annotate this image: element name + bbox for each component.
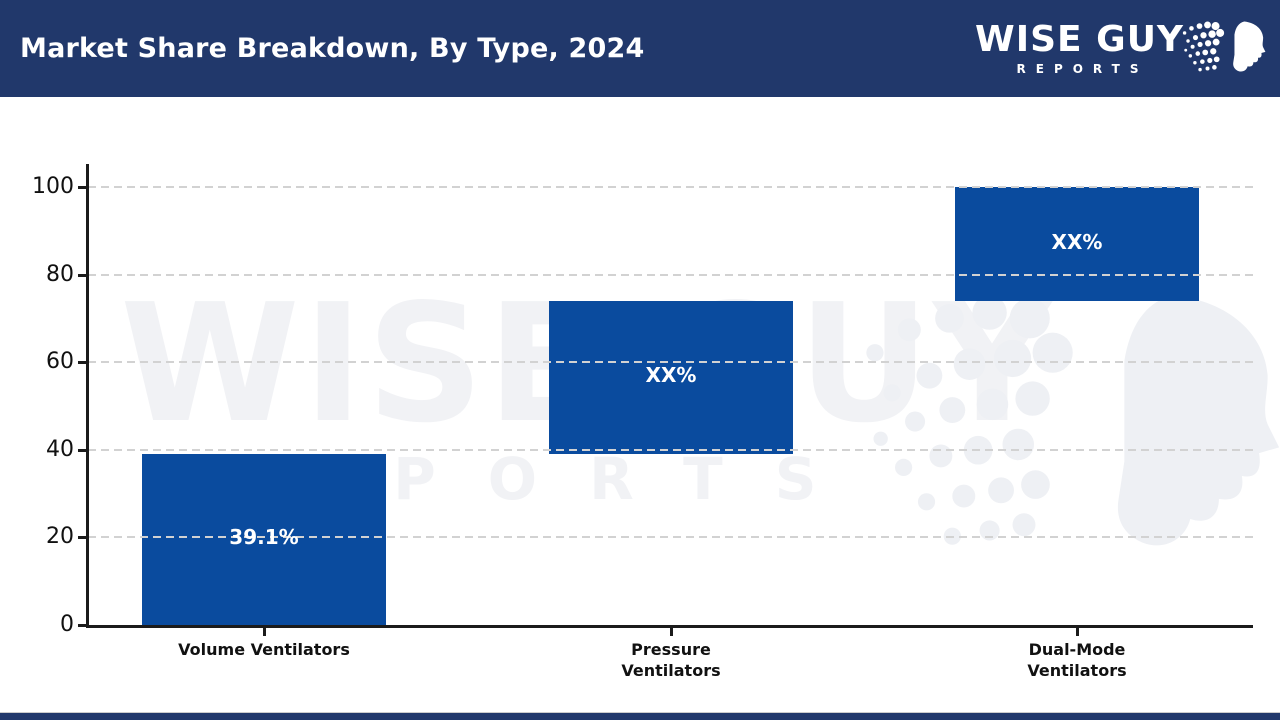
x-category-label: Dual-Mode Ventilators bbox=[917, 639, 1237, 681]
x-category-label-line: Ventilators bbox=[1027, 661, 1127, 680]
bar-value-label: 39.1% bbox=[229, 525, 299, 550]
bar-value-label: XX% bbox=[645, 363, 697, 388]
x-tick-mark bbox=[1075, 628, 1079, 636]
footer-band bbox=[0, 713, 1280, 720]
x-tick-mark bbox=[669, 628, 673, 636]
y-tick-mark bbox=[78, 361, 88, 365]
bar-segment bbox=[549, 300, 793, 454]
chart-title: Market Share Breakdown, By Type, 2024 bbox=[20, 33, 645, 64]
x-category-label-line: Pressure bbox=[631, 640, 711, 659]
y-tick-label: 0 bbox=[60, 612, 74, 637]
wiseguy-logo: WISE GUY REPORTS bbox=[975, 7, 1266, 91]
y-tick-label: 40 bbox=[46, 436, 74, 462]
x-category-label-line: Ventilators bbox=[621, 661, 721, 680]
y-tick-label: 80 bbox=[46, 261, 74, 287]
x-category-label: Volume Ventilators bbox=[104, 639, 424, 660]
gridline-100 bbox=[88, 186, 1253, 188]
wiseguy-face-icon bbox=[1182, 20, 1266, 71]
bar-segment bbox=[142, 453, 386, 625]
wiseguy-logo-text: WISE GUY REPORTS bbox=[974, 18, 1184, 76]
watermark-face-icon bbox=[866, 295, 1280, 546]
wiseguy-logo-name: WISE GUY bbox=[974, 18, 1184, 60]
gridline-60 bbox=[88, 361, 1253, 364]
wiseguy-logo-subname: REPORTS bbox=[1016, 61, 1149, 76]
x-axis-line bbox=[86, 625, 1253, 628]
y-tick-label: 20 bbox=[46, 524, 74, 550]
y-tick-label: 100 bbox=[32, 174, 74, 199]
bar-segment bbox=[955, 187, 1199, 301]
y-tick-mark bbox=[78, 624, 88, 627]
y-tick-mark bbox=[78, 273, 88, 277]
gridline-80 bbox=[88, 273, 1253, 276]
gridline-40 bbox=[88, 448, 1253, 451]
y-tick-label: 60 bbox=[46, 349, 74, 375]
y-axis-line bbox=[86, 164, 89, 628]
header-band: Market Share Breakdown, By Type, 2024 WI… bbox=[0, 0, 1280, 97]
footer-divider bbox=[0, 712, 1280, 713]
y-tick-mark bbox=[78, 536, 88, 540]
y-tick-mark bbox=[78, 448, 88, 452]
y-tick-mark bbox=[78, 186, 88, 189]
x-category-label-line: Volume Ventilators bbox=[178, 640, 350, 659]
x-tick-mark bbox=[262, 628, 266, 636]
bar-value-label: XX% bbox=[1051, 229, 1103, 254]
gridline-20 bbox=[88, 536, 1253, 539]
x-category-label: Pressure Ventilators bbox=[511, 639, 831, 681]
x-category-label-line: Dual-Mode bbox=[1028, 640, 1126, 659]
